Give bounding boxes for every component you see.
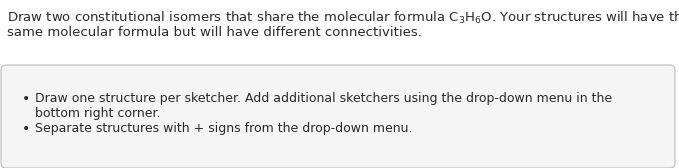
- Text: •: •: [22, 122, 31, 136]
- Text: Draw one structure per sketcher. Add additional sketchers using the drop-down me: Draw one structure per sketcher. Add add…: [35, 92, 612, 105]
- Text: bottom right corner.: bottom right corner.: [35, 107, 160, 120]
- Text: •: •: [22, 92, 31, 106]
- Text: Draw two constitutional isomers that share the molecular formula $\mathregular{C: Draw two constitutional isomers that sha…: [7, 10, 679, 26]
- Text: same molecular formula but will have different connectivities.: same molecular formula but will have dif…: [7, 26, 422, 39]
- FancyBboxPatch shape: [1, 65, 675, 168]
- Text: Separate structures with + signs from the drop-down menu.: Separate structures with + signs from th…: [35, 122, 413, 135]
